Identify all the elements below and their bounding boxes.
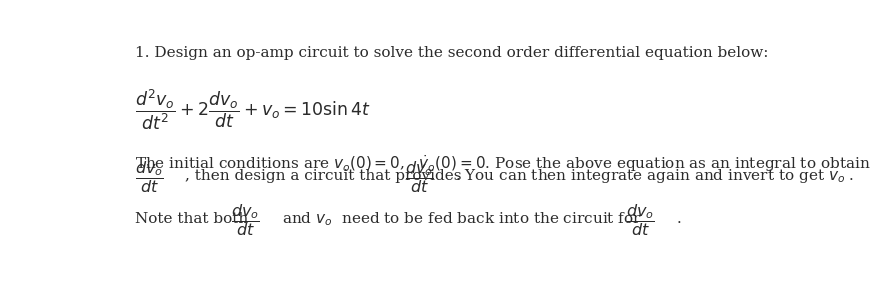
- Text: Note that both: Note that both: [135, 212, 248, 226]
- Text: $\dfrac{dv_o}{dt}$: $\dfrac{dv_o}{dt}$: [626, 202, 655, 238]
- Text: The initial conditions are $v_o(0) = 0$,   $\dot{v}_o(0) = 0$. Pose the above eq: The initial conditions are $v_o(0) = 0$,…: [135, 153, 871, 174]
- Text: 1. Design an op-amp circuit to solve the second order differential equation belo: 1. Design an op-amp circuit to solve the…: [135, 46, 768, 60]
- Text: $\dfrac{dv_o}{dt}$: $\dfrac{dv_o}{dt}$: [405, 159, 434, 195]
- Text: .: .: [676, 212, 681, 226]
- Text: . You can then integrate again and invert to get $v_o$ .: . You can then integrate again and inver…: [455, 167, 855, 185]
- Text: $\dfrac{dv_o}{dt}$: $\dfrac{dv_o}{dt}$: [231, 202, 261, 238]
- Text: and $v_o$  need to be fed back into the circuit for: and $v_o$ need to be fed back into the c…: [282, 210, 641, 228]
- Text: $\dfrac{d^2v_o}{dt^2} + 2\dfrac{dv_o}{dt} + v_o = 10\sin 4t$: $\dfrac{d^2v_o}{dt^2} + 2\dfrac{dv_o}{dt…: [135, 87, 371, 132]
- Text: $\dfrac{dv_o}{dt}$: $\dfrac{dv_o}{dt}$: [135, 159, 164, 195]
- Text: , then design a circuit that provides: , then design a circuit that provides: [186, 169, 462, 183]
